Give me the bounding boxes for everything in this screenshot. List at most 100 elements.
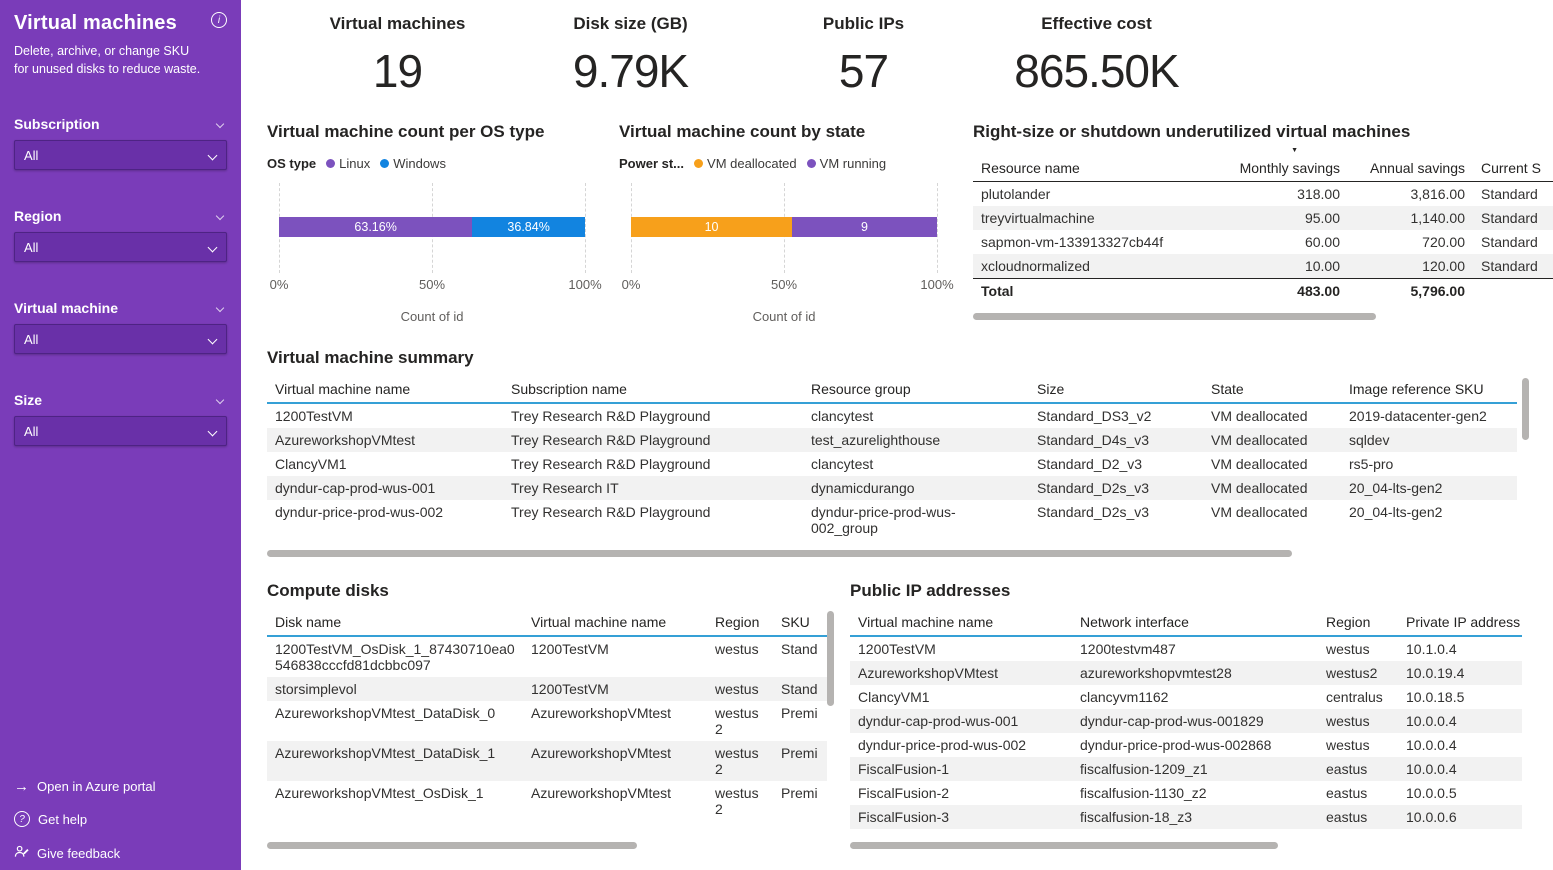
col-image-reference-sku[interactable]: Image reference SKU — [1341, 376, 1517, 404]
cell-private-ip: 10.0.0.5 — [1406, 785, 1457, 801]
cell-current-sku: Standard — [1481, 258, 1538, 274]
info-icon[interactable]: i — [211, 12, 227, 28]
subscription-dropdown[interactable]: All — [14, 140, 227, 170]
cell-region: westus — [1326, 737, 1370, 753]
col-private-ip[interactable]: Private IP address — [1398, 609, 1522, 637]
dropdown-value: All — [24, 331, 39, 347]
scrollbar-thumb[interactable] — [267, 550, 1292, 557]
chevron-down-icon[interactable] — [215, 303, 225, 313]
cell-region: westus2 — [715, 705, 759, 737]
table-row[interactable]: ClancyVM1 Trey Research R&D Playground c… — [267, 452, 1517, 476]
legend-item-linux[interactable]: Linux — [326, 156, 370, 171]
cell-state: VM deallocated — [1211, 408, 1308, 424]
table-row[interactable]: AzureworkshopVMtest azureworkshopvmtest2… — [850, 661, 1522, 685]
table-row[interactable]: AzureworkshopVMtest_DataDisk_1 Azurework… — [267, 741, 827, 781]
col-disk-name[interactable]: Disk name — [267, 609, 523, 637]
col-annual-savings[interactable]: Annual savings — [1348, 148, 1473, 182]
region-dropdown[interactable]: All — [14, 232, 227, 262]
legend-item-windows[interactable]: Windows — [380, 156, 446, 171]
table-row[interactable]: treyvirtualmachine 95.00 1,140.00 Standa… — [973, 206, 1553, 230]
filter-label: Size — [14, 392, 227, 408]
bar-value-label: 9 — [861, 220, 868, 234]
legend-item-vm-deallocated[interactable]: VM deallocated — [694, 156, 797, 171]
table-row[interactable]: dyndur-price-prod-wus-002 Trey Research … — [267, 500, 1517, 540]
give-feedback-link[interactable]: Give feedback — [14, 844, 156, 862]
cell-region: westus — [715, 681, 759, 697]
col-region[interactable]: Region — [1318, 609, 1398, 637]
cell-monthly-savings: 10.00 — [1304, 258, 1340, 274]
legend-text: Windows — [393, 156, 446, 171]
col-region[interactable]: Region — [707, 609, 773, 637]
col-size[interactable]: Size — [1029, 376, 1203, 404]
kpi-value: 865.50K — [1014, 45, 1179, 97]
table-row[interactable]: AzureworkshopVMtest Trey Research R&D Pl… — [267, 428, 1517, 452]
bar-segment-deallocated[interactable]: 10 — [631, 217, 793, 237]
table-row[interactable]: storsimplevol 1200TestVM westus Stand — [267, 677, 827, 701]
link-label: Give feedback — [37, 845, 121, 861]
scrollbar-thumb[interactable] — [267, 842, 637, 849]
table-row[interactable]: xcloudnormalized 10.00 120.00 Standard — [973, 254, 1553, 279]
cell-size: Standard_DS3_v2 — [1037, 408, 1152, 424]
table-row[interactable]: plutolander 318.00 3,816.00 Standard — [973, 182, 1553, 207]
table-row[interactable]: 1200TestVM 1200testvm487 westus 10.1.0.4 — [850, 636, 1522, 661]
cell-monthly-savings: 318.00 — [1297, 186, 1340, 202]
cell-resource-group: dyndur-price-prod-wus-002_group — [811, 504, 956, 536]
scrollbar-thumb[interactable] — [827, 611, 834, 706]
col-vm-name[interactable]: Virtual machine name — [523, 609, 707, 637]
bar-segment-windows[interactable]: 36.84% — [472, 217, 585, 237]
table-row[interactable]: dyndur-cap-prod-wus-001 Trey Research IT… — [267, 476, 1517, 500]
cell-private-ip: 10.1.0.4 — [1406, 641, 1457, 657]
scrollbar-thumb[interactable] — [973, 313, 1377, 320]
bar-segment-linux[interactable]: 63.16% — [279, 217, 473, 237]
legend-item-vm-running[interactable]: VM running — [806, 156, 887, 171]
table-row[interactable]: AzureworkshopVMtest_DataDisk_0 Azurework… — [267, 701, 827, 741]
cell-vm-name: FiscalFusion-2 — [858, 785, 950, 801]
plot-area: 63.16% 36.84% 0% 50% 100% Count of id — [267, 183, 602, 324]
col-monthly-savings[interactable]: ▼ Monthly savings — [1223, 148, 1348, 182]
cell-image-sku: rs5-pro — [1349, 456, 1394, 472]
col-current-sku[interactable]: Current S — [1473, 148, 1553, 182]
table-row[interactable]: FiscalFusion-1 fiscalfusion-1209_z1 east… — [850, 757, 1522, 781]
cell-network-interface: azureworkshopvmtest28 — [1080, 665, 1232, 681]
bar-segment-running[interactable]: 9 — [792, 217, 937, 237]
legend-text: VM running — [819, 156, 887, 171]
table-row[interactable]: AzureworkshopVMtest_OsDisk_1 Azureworksh… — [267, 781, 827, 821]
size-dropdown[interactable]: All — [14, 416, 227, 446]
col-subscription-name[interactable]: Subscription name — [503, 376, 803, 404]
cell-region: eastus — [1326, 761, 1368, 777]
total-row: Total 483.00 5,796.00 — [973, 278, 1553, 303]
cell-empty — [1473, 278, 1553, 303]
col-network-interface[interactable]: Network interface — [1072, 609, 1318, 637]
scrollbar-thumb[interactable] — [850, 842, 1279, 849]
vm-summary-section: Virtual machine summary Virtual machine … — [267, 348, 1553, 557]
cell-vm-name: FiscalFusion-1 — [858, 761, 950, 777]
table-row[interactable]: ClancyVM1 clancyvm1162 centralus 10.0.18… — [850, 685, 1522, 709]
kpi-public-ips: Public IPs 57 — [747, 14, 980, 98]
table-row[interactable]: dyndur-cap-prod-wus-001 dyndur-cap-prod-… — [850, 709, 1522, 733]
cell-resource-group: clancytest — [811, 408, 874, 424]
cell-annual-savings: 1,140.00 — [1410, 210, 1466, 226]
header-row: Disk name Virtual machine name Region SK… — [267, 609, 827, 637]
table-row[interactable]: FiscalFusion-2 fiscalfusion-1130_z2 east… — [850, 781, 1522, 805]
chevron-down-icon[interactable] — [215, 119, 225, 129]
table-row[interactable]: 1200TestVM Trey Research R&D Playground … — [267, 403, 1517, 428]
table-row[interactable]: dyndur-price-prod-wus-002 dyndur-price-p… — [850, 733, 1522, 757]
chevron-down-icon[interactable] — [215, 395, 225, 405]
col-vm-name[interactable]: Virtual machine name — [267, 376, 503, 404]
virtual-machine-dropdown[interactable]: All — [14, 324, 227, 354]
cell-state: VM deallocated — [1211, 456, 1308, 472]
get-help-link[interactable]: ? Get help — [14, 811, 156, 827]
kpi-row: Virtual machines 19 Disk size (GB) 9.79K… — [281, 14, 1553, 98]
chevron-down-icon[interactable] — [215, 211, 225, 221]
cell-current-sku: Standard — [1481, 234, 1538, 250]
col-resource-name[interactable]: Resource name — [973, 148, 1223, 182]
open-azure-portal-link[interactable]: → Open in Azure portal — [14, 779, 156, 794]
col-state[interactable]: State — [1203, 376, 1341, 404]
table-row[interactable]: FiscalFusion-3 fiscalfusion-18_z3 eastus… — [850, 805, 1522, 829]
col-vm-name[interactable]: Virtual machine name — [850, 609, 1072, 637]
col-resource-group[interactable]: Resource group — [803, 376, 1029, 404]
scrollbar-thumb[interactable] — [1522, 378, 1529, 440]
table-row[interactable]: sapmon-vm-133913327cb44f 60.00 720.00 St… — [973, 230, 1553, 254]
table-row[interactable]: 1200TestVM_OsDisk_1_87430710ea0546838ccc… — [267, 636, 827, 677]
col-sku[interactable]: SKU — [773, 609, 827, 637]
